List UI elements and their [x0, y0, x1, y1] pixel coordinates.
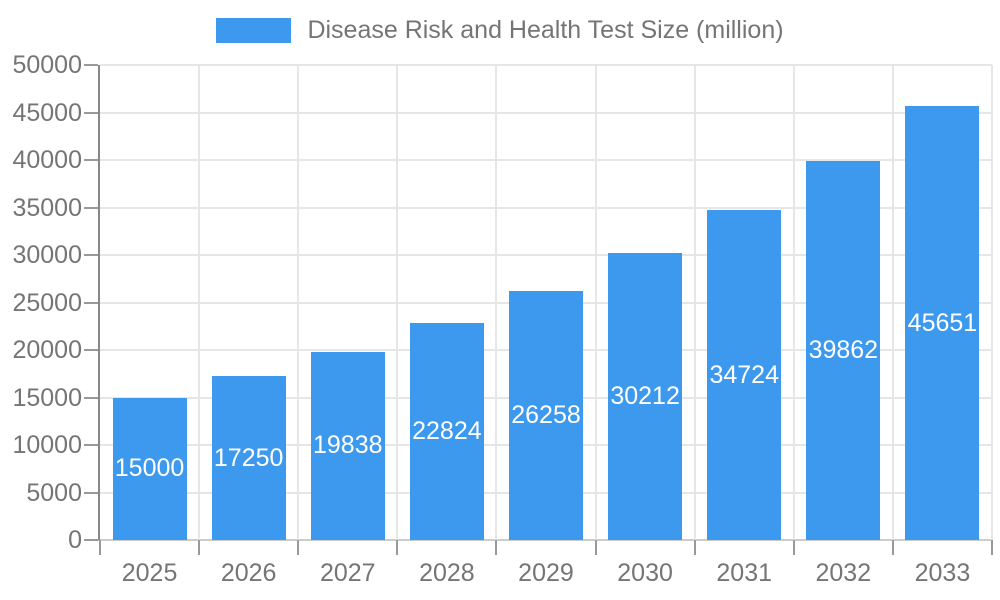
y-tick-mark — [84, 64, 98, 66]
y-tick-label: 25000 — [12, 288, 82, 317]
y-axis-line — [98, 65, 100, 540]
y-tick-label: 50000 — [12, 51, 82, 79]
bar[interactable]: 22824 — [409, 323, 484, 540]
v-gridline — [297, 65, 300, 540]
bar[interactable]: 26258 — [509, 290, 583, 540]
x-tick-mark — [693, 540, 696, 555]
bar[interactable]: 17250 — [211, 376, 286, 540]
x-tick-mark — [297, 540, 300, 555]
v-gridline — [991, 65, 993, 540]
x-tick-mark — [198, 540, 201, 555]
x-tick-label: 2033 — [914, 559, 971, 587]
bar[interactable]: 30212 — [608, 253, 683, 540]
bar[interactable]: 34724 — [707, 210, 782, 540]
bar[interactable]: 45651 — [905, 106, 980, 540]
chart-title: Disease Risk and Health Test Size (milli… — [307, 16, 784, 44]
legend-swatch — [216, 18, 292, 43]
y-tick-mark — [84, 111, 98, 114]
x-tick-mark — [991, 540, 993, 555]
x-tick-mark — [396, 540, 399, 555]
plot-area: 15000 17250 19838 22824 26258 30212 34724 39862… — [100, 64, 993, 540]
y-tick-mark — [84, 396, 98, 399]
y-tick-mark — [84, 539, 98, 541]
v-gridline — [396, 65, 399, 540]
x-tick-label: 2025 — [121, 559, 178, 587]
x-tick-label: 2030 — [617, 559, 673, 587]
y-tick-mark — [84, 444, 98, 446]
bar[interactable]: 15000 — [112, 397, 187, 540]
y-tick-label: 45000 — [12, 98, 82, 127]
bar[interactable]: 39862 — [806, 161, 881, 540]
y-tick-label: 40000 — [12, 146, 82, 174]
bar-value-label: 30212 — [610, 382, 680, 410]
v-gridline — [198, 65, 201, 540]
x-tick-label: 2032 — [815, 559, 872, 587]
h-gridline — [100, 206, 992, 209]
x-tick-mark — [99, 540, 101, 555]
bar-value-label: 39862 — [808, 336, 879, 365]
y-tick-mark — [84, 349, 98, 351]
bar-value-label: 45651 — [907, 308, 978, 337]
h-gridline — [100, 111, 992, 114]
y-tick-mark — [84, 206, 98, 209]
bar-value-label: 15000 — [114, 454, 185, 483]
x-axis-line — [98, 539, 992, 541]
h-gridline — [100, 254, 992, 256]
bar-value-label: 22824 — [412, 417, 482, 446]
y-tick-label: 10000 — [12, 431, 82, 459]
h-gridline — [100, 64, 992, 66]
v-gridline — [495, 65, 498, 540]
y-tick-mark — [84, 301, 98, 304]
y-tick-mark — [84, 159, 98, 161]
y-tick-label: 15000 — [12, 383, 82, 412]
y-tick-label: 20000 — [12, 336, 82, 364]
v-gridline — [693, 65, 696, 540]
x-tick-mark — [891, 540, 894, 555]
v-gridline — [891, 65, 894, 540]
bar[interactable]: 19838 — [310, 351, 385, 540]
bar-value-label: 26258 — [511, 400, 581, 429]
bar-value-label: 17250 — [213, 443, 284, 472]
bar-value-label: 19838 — [313, 431, 383, 460]
y-tick-label: 5000 — [26, 478, 82, 507]
v-gridline — [792, 65, 795, 540]
v-gridline — [594, 65, 597, 540]
h-gridline — [100, 159, 992, 161]
y-tick-mark — [84, 254, 98, 256]
x-tick-label: 2028 — [419, 559, 475, 587]
y-tick-mark — [84, 491, 98, 494]
x-tick-label: 2027 — [319, 559, 376, 587]
y-tick-label: 30000 — [12, 241, 82, 269]
x-tick-label: 2029 — [518, 559, 574, 587]
x-tick-mark — [792, 540, 795, 555]
x-tick-mark — [594, 540, 597, 555]
x-tick-mark — [495, 540, 498, 555]
y-tick-label: 35000 — [12, 193, 82, 222]
legend-item[interactable]: Disease Risk and Health Test Size (milli… — [0, 16, 1000, 44]
bar-value-label: 34724 — [709, 360, 779, 389]
y-tick-label: 0 — [68, 526, 82, 554]
x-tick-label: 2026 — [220, 559, 277, 587]
x-tick-label: 2031 — [716, 559, 773, 587]
